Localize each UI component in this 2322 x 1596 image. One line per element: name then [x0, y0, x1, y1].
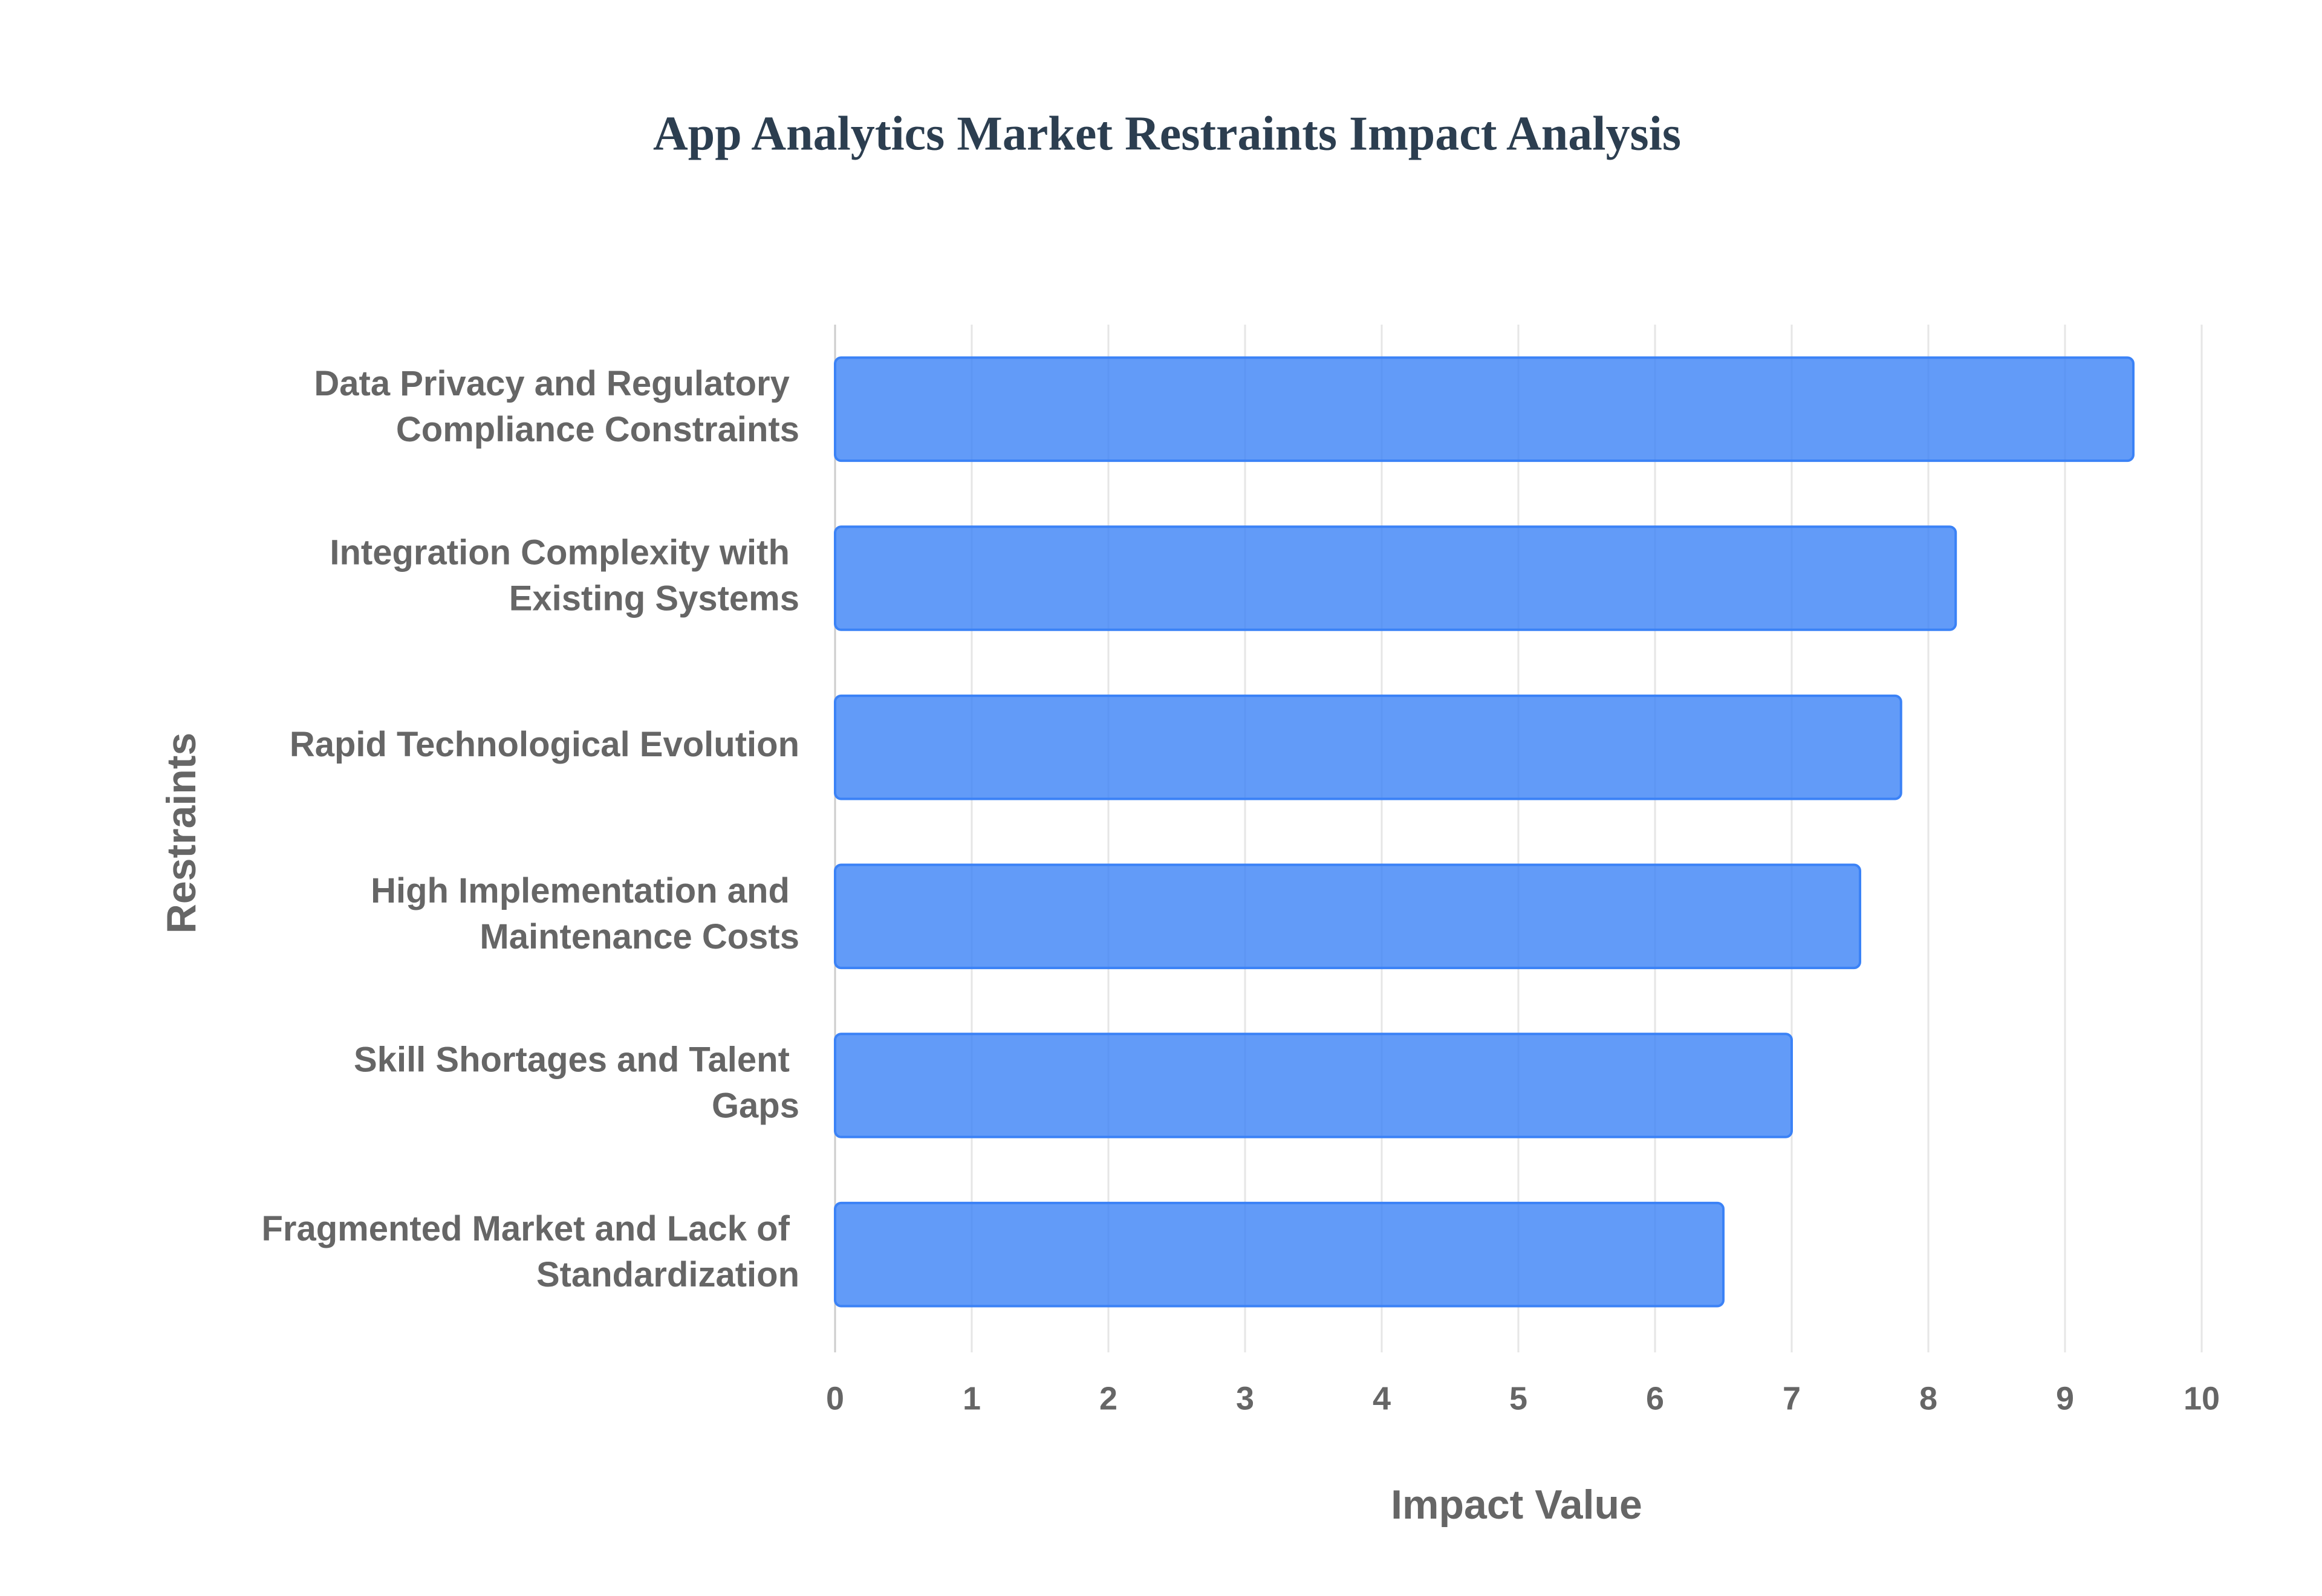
x-tick-label: 7 — [1783, 1380, 1801, 1416]
y-tick-label: Skill Shortages and Talent Gaps — [354, 1040, 799, 1126]
y-tick-label: High Implementation and Maintenance Cost… — [371, 871, 799, 956]
y-tick-label: Data Privacy and Regulatory Compliance C… — [314, 364, 799, 449]
x-tick-label: 8 — [1919, 1380, 1937, 1416]
x-tick-label: 10 — [2184, 1380, 2220, 1416]
x-tick-label: 9 — [2056, 1380, 2074, 1416]
bar — [834, 694, 1902, 800]
x-tick-label: 3 — [1236, 1380, 1254, 1416]
x-tick-label: 5 — [1509, 1380, 1527, 1416]
chart-title: App Analytics Market Restraints Impact A… — [653, 107, 1681, 160]
y-tick-label: Rapid Technological Evolution — [290, 725, 799, 764]
x-tick-label: 0 — [826, 1380, 844, 1416]
x-tick-label: 1 — [963, 1380, 981, 1416]
x-tick-label: 2 — [1099, 1380, 1117, 1416]
y-axis-title: Restraints — [158, 733, 204, 934]
x-tick-label: 6 — [1646, 1380, 1664, 1416]
bar — [834, 1033, 1793, 1138]
y-tick-label: Integration Complexity with Existing Sys… — [330, 533, 799, 618]
x-tick-label: 4 — [1373, 1380, 1391, 1416]
bar — [834, 356, 2135, 462]
bar — [834, 863, 1861, 970]
y-tick-label: Fragmented Market and Lack of Standardiz… — [261, 1209, 799, 1294]
x-axis-title: Impact Value — [1391, 1482, 1642, 1528]
bar — [834, 525, 1957, 631]
bar — [834, 1201, 1725, 1308]
